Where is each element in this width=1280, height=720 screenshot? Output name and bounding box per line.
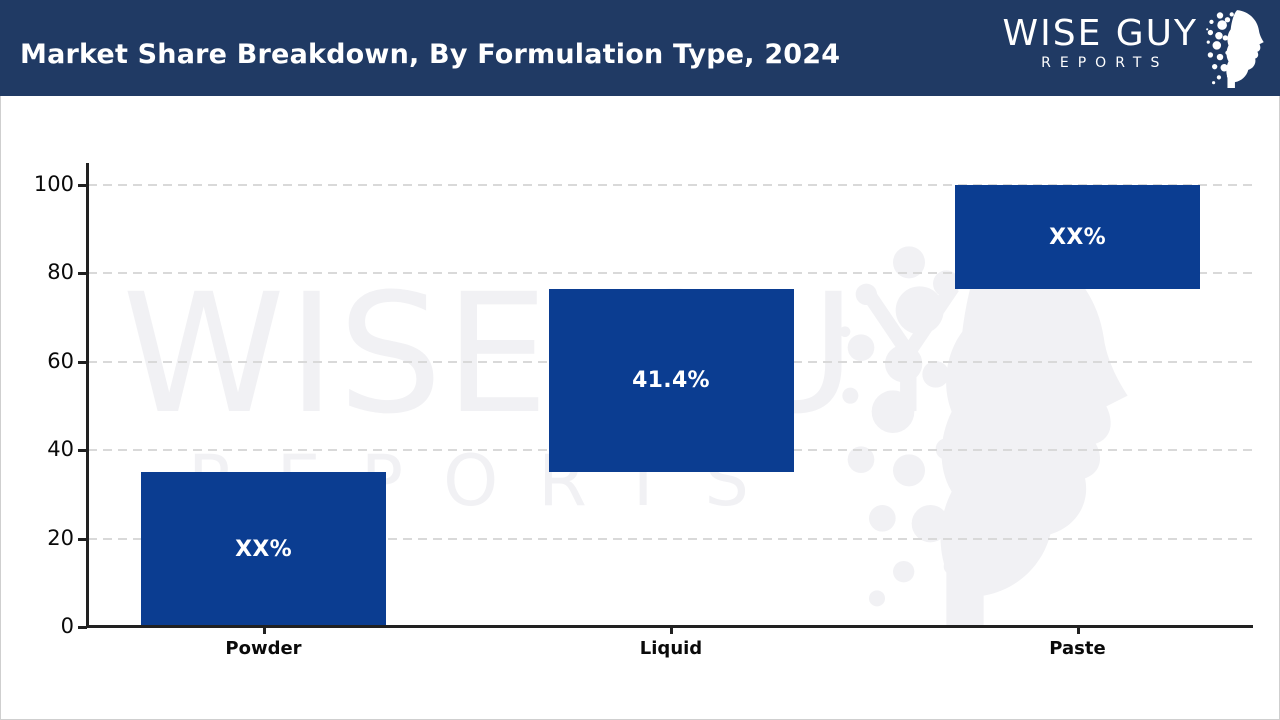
x-tick-paste: [1076, 627, 1080, 634]
x-tick-liquid: [670, 627, 673, 634]
watermark-wordmark: WISE GUY: [122, 258, 961, 450]
bar-liquid: 41.4%: [548, 289, 794, 473]
y-tick-80: [78, 272, 87, 276]
x-tick-powder: [262, 627, 266, 634]
y-tick-label-100: 100: [33, 172, 74, 196]
gridline-100: [88, 184, 1253, 186]
bar-powder: XX%: [141, 472, 386, 627]
x-category-label-paste: Paste: [1049, 638, 1106, 659]
x-axis-line: [86, 625, 1253, 628]
bar-value-label-liquid: 41.4%: [632, 368, 710, 394]
x-category-label-powder: Powder: [225, 638, 302, 659]
brand-logo: WISE GUY REPORTS: [1003, 14, 1199, 71]
y-tick-label-20: 20: [47, 525, 74, 550]
y-tick-60: [78, 360, 87, 364]
brand-wordmark: WISE GUY: [1002, 13, 1198, 54]
x-category-label-liquid: Liquid: [639, 638, 703, 659]
y-tick-label-0: 0: [60, 614, 74, 638]
brand-reports-text: REPORTS: [1041, 54, 1169, 71]
bar-value-label-paste: XX%: [1049, 224, 1106, 250]
y-tick-100: [78, 184, 87, 187]
y-tick-0: [78, 626, 87, 629]
page-title: Market Share Breakdown, By Formulation T…: [20, 38, 841, 70]
header-bar: Market Share Breakdown, By Formulation T…: [0, 0, 1280, 96]
y-axis-line: [86, 163, 89, 628]
bar-value-label-powder: XX%: [235, 537, 292, 563]
y-tick-label-60: 60: [47, 348, 74, 373]
y-tick-label-80: 80: [47, 260, 74, 285]
brand-head-profile-icon: [1206, 10, 1264, 88]
bar-paste: XX%: [955, 185, 1200, 290]
y-tick-label-40: 40: [47, 437, 74, 462]
y-tick-40: [78, 449, 87, 453]
y-tick-20: [78, 537, 87, 541]
gridline-20: [88, 537, 1253, 540]
gridline-80: [88, 272, 1253, 275]
